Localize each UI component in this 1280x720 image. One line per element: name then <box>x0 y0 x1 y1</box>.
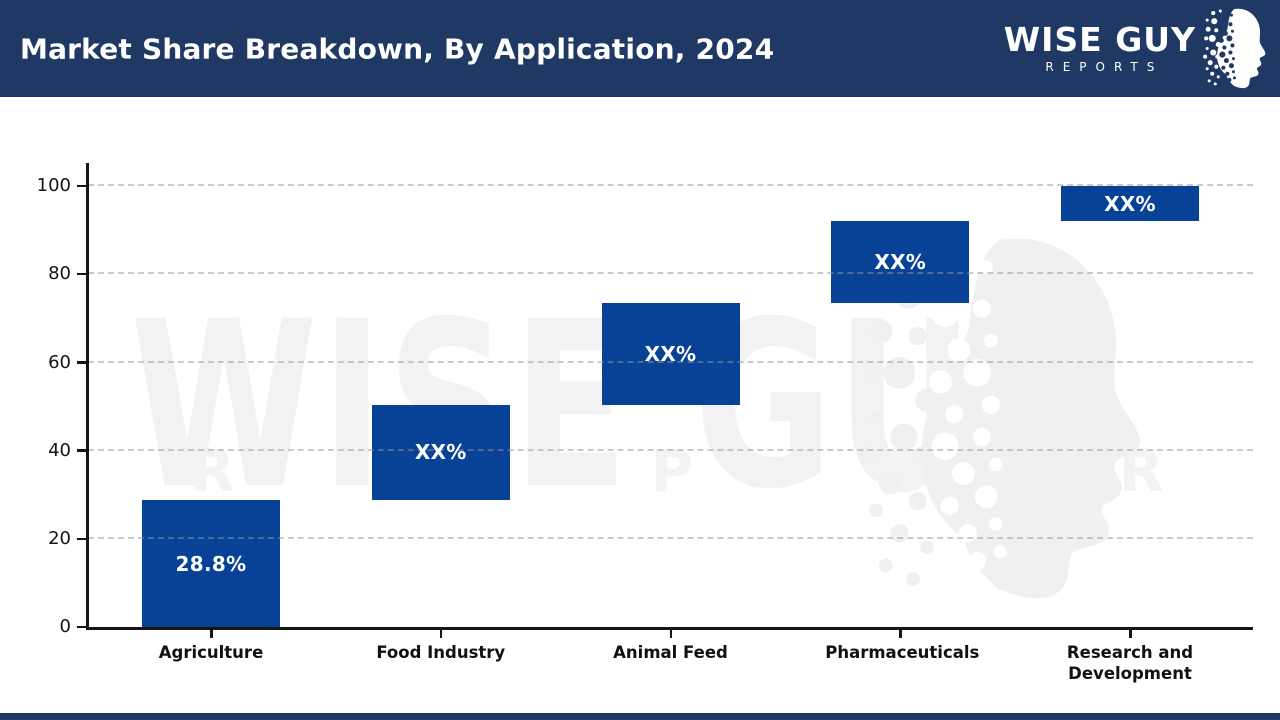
y-tick-mark-0 <box>77 625 86 628</box>
waterfall-chart: 28.8% XX% XX% XX% XX% 0 20 40 60 80 100 Agriculture… <box>37 163 1253 683</box>
y-tick-label-40: 40 <box>48 439 71 461</box>
bar-value-label: XX% <box>414 440 467 465</box>
x-tick-mark-3 <box>899 629 902 638</box>
x-category-label-3: Pharmaceuticals <box>825 643 980 662</box>
y-tick-label-20: 20 <box>48 527 71 549</box>
bar-value-label: 28.8% <box>175 551 247 576</box>
y-tick-label-60: 60 <box>48 351 71 373</box>
x-axis-spine <box>86 627 1253 630</box>
logo-wise-guy-label: WISE GUY <box>1003 20 1196 60</box>
header-bar: Market Share Breakdown, By Application, … <box>0 0 1280 97</box>
y-tick-mark-100 <box>77 184 86 188</box>
logo-text: WISE GUY REPORTS <box>1004 23 1196 74</box>
y-tick-label-0: 0 <box>59 616 71 637</box>
bar-segment-3: XX% <box>831 221 970 303</box>
x-category-label-1: Food Industry <box>376 643 506 662</box>
y-tick-label-100: 100 <box>36 175 71 197</box>
gridline-80 <box>88 272 1253 275</box>
y-tick-mark-80 <box>77 273 86 276</box>
y-axis-spine <box>86 163 89 627</box>
logo-face-icon <box>1203 8 1266 88</box>
gridline-100 <box>88 184 1253 187</box>
x-category-label-0: Agriculture <box>158 643 264 662</box>
bar-segment-2: XX% <box>601 303 740 405</box>
x-category-label-2: Animal Feed <box>613 643 728 662</box>
logo-reports-label: REPORTS <box>1045 59 1164 74</box>
x-tick-mark-0 <box>210 629 213 638</box>
wise-guy-reports-logo: WISE GUY REPORTS <box>1004 4 1274 93</box>
y-tick-mark-20 <box>77 537 86 540</box>
footer-strip <box>0 713 1280 720</box>
bar-value-label: XX% <box>644 341 697 366</box>
gridline-40 <box>88 448 1253 451</box>
gridline-20 <box>88 536 1253 539</box>
bar-segment-1: XX% <box>371 404 510 501</box>
y-tick-label-80: 80 <box>48 263 71 285</box>
x-tick-mark-2 <box>669 629 672 638</box>
y-tick-mark-40 <box>77 449 86 452</box>
y-tick-mark-60 <box>77 361 86 364</box>
bar-segment-4: XX% <box>1061 186 1199 221</box>
bar-segment-0: 28.8% <box>142 500 280 627</box>
x-tick-mark-4 <box>1129 629 1132 638</box>
page-title: Market Share Breakdown, By Application, … <box>20 32 775 65</box>
gridline-60 <box>88 360 1253 363</box>
x-tick-mark-1 <box>439 629 443 638</box>
x-category-label-4: Research and Development <box>1066 643 1194 684</box>
bar-value-label: XX% <box>1104 191 1156 216</box>
bar-value-label: XX% <box>874 249 927 274</box>
